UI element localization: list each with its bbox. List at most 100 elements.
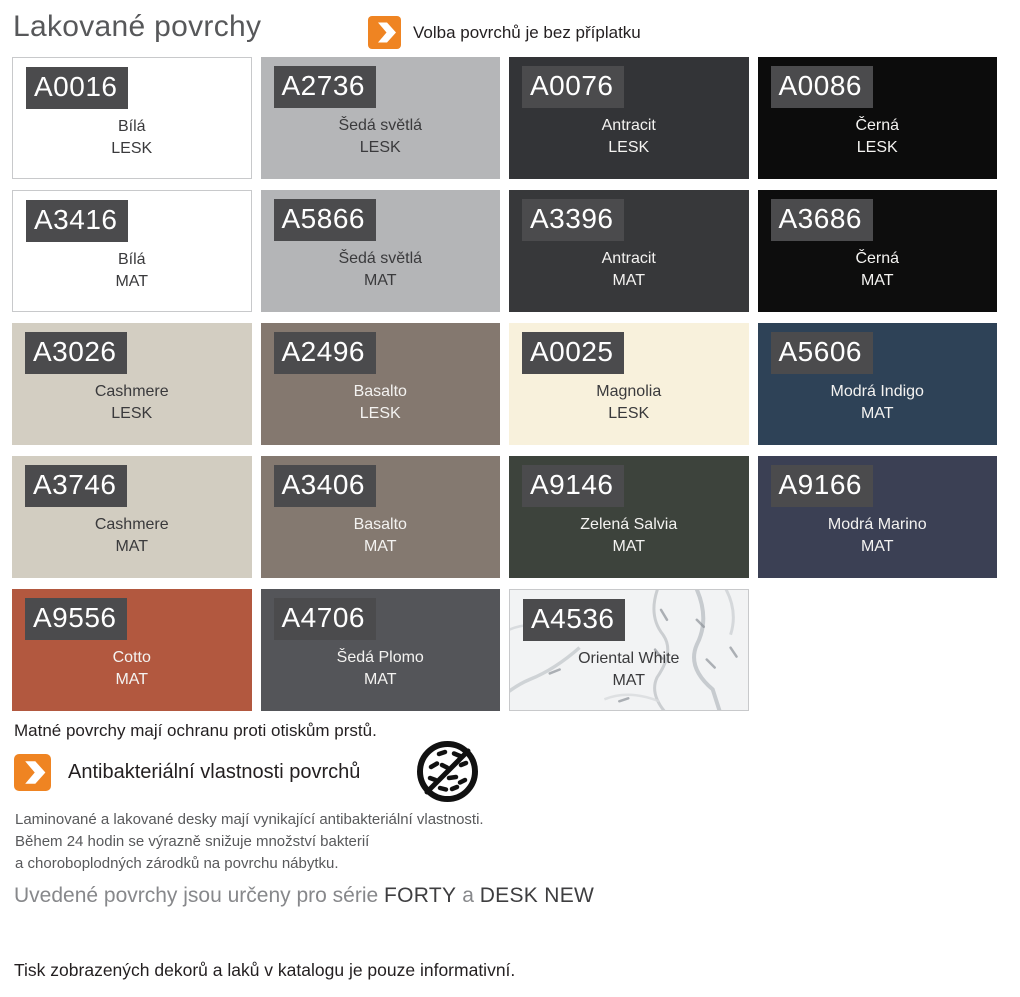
- swatch-name: Černá: [855, 117, 900, 134]
- swatch-code: A0086: [770, 66, 873, 108]
- swatch-name: Basalto: [353, 516, 407, 533]
- swatch-A9556: A9556 Cotto MAT: [12, 589, 252, 711]
- swatch-code: A2496: [273, 332, 376, 374]
- fingerprint-note: Matné povrchy mají ochranu proti otiskům…: [14, 721, 377, 740]
- swatch-labels: Šedá Plomo MAT: [261, 647, 501, 691]
- swatch-code: A0076: [522, 66, 625, 108]
- swatch-name: Šedá světlá: [338, 117, 423, 134]
- swatch-code: A2736: [273, 66, 376, 108]
- series-note: Uvedené povrchy jsou určeny pro série FO…: [14, 884, 594, 908]
- series-name-forty: FORTY: [384, 884, 457, 907]
- antibacterial-line: Během 24 hodin se výrazně snižuje množst…: [15, 833, 370, 850]
- swatch-name: Magnolia: [596, 383, 662, 400]
- swatch-code: A3686: [770, 199, 873, 241]
- swatch-finish: LESK: [608, 139, 650, 156]
- series-conjunction: a: [462, 884, 474, 907]
- swatch-labels: Basalto MAT: [261, 514, 501, 558]
- swatch-name: Modrá Marino: [827, 516, 927, 533]
- swatch-labels: Černá MAT: [758, 248, 998, 292]
- surcharge-note-text: Volba povrchů je bez příplatku: [413, 22, 641, 42]
- antibacterial-heading: Antibakteriální vlastnosti povrchů: [68, 761, 361, 783]
- swatch-name: Zelená Salvia: [580, 516, 678, 533]
- swatch-grid: A0016 Bílá LESK A2736 Šedá světlá LESK A0076 An…: [12, 57, 997, 711]
- swatch-code: A9556: [25, 598, 128, 640]
- swatch-labels: Cotto MAT: [12, 647, 252, 691]
- swatch-name: Modrá Indigo: [830, 383, 924, 400]
- swatch-finish: MAT: [363, 538, 397, 555]
- chevron-right-icon: [14, 754, 51, 791]
- swatch-A0016: A0016 Bílá LESK: [12, 57, 252, 179]
- swatch-A0025: A0025 Magnolia LESK: [509, 323, 749, 445]
- swatch-labels: Šedá světlá LESK: [261, 115, 501, 159]
- swatch-finish: LESK: [856, 139, 898, 156]
- swatch-A3026: A3026 Cashmere LESK: [12, 323, 252, 445]
- swatch-code: A5606: [770, 332, 873, 374]
- swatch-A0076: A0076 Antracit LESK: [509, 57, 749, 179]
- antibacterial-paragraph: Laminované a lakované desky mají vynikaj…: [15, 809, 484, 875]
- swatch-name: Basalto: [353, 383, 407, 400]
- swatch-finish: MAT: [860, 405, 894, 422]
- swatch-A0086: A0086 Černá LESK: [757, 57, 998, 179]
- swatch-A4536: A4536 Oriental White MAT: [509, 589, 749, 711]
- swatch-finish: MAT: [860, 538, 894, 555]
- swatch-A2496: A2496 Basalto LESK: [260, 323, 500, 445]
- swatch-labels: Modrá Marino MAT: [758, 514, 998, 558]
- swatch-name: Antracit: [601, 250, 656, 267]
- swatch-name: Cashmere: [94, 383, 169, 400]
- swatch-A3746: A3746 Cashmere MAT: [12, 456, 252, 578]
- swatch-A3686: A3686 Černá MAT: [757, 190, 998, 312]
- chevron-right-icon: [368, 16, 401, 49]
- swatch-code: A0016: [26, 67, 129, 109]
- swatch-name: Oriental White: [578, 650, 680, 667]
- swatch-code: A9166: [770, 465, 873, 507]
- swatch-finish: MAT: [612, 672, 646, 689]
- swatch-A3406: A3406 Basalto MAT: [260, 456, 501, 578]
- swatch-labels: Bílá MAT: [13, 249, 251, 293]
- swatch-name: Šedá světlá: [338, 250, 423, 267]
- swatch-finish: MAT: [612, 538, 646, 555]
- swatch-code: A9146: [522, 465, 625, 507]
- series-name-desk-new: DESK NEW: [479, 884, 595, 907]
- swatch-finish: MAT: [612, 272, 646, 289]
- swatch-A9146: A9146 Zelená Salvia MAT: [509, 456, 749, 578]
- surcharge-note: Volba povrchů je bez příplatku: [368, 16, 641, 49]
- footer-note: Tisk zobrazených dekorů a laků v katalog…: [14, 960, 516, 980]
- swatch-code: A4706: [273, 598, 376, 640]
- swatch-code: A3406: [273, 465, 376, 507]
- swatch-labels: Antracit MAT: [509, 248, 749, 292]
- swatch-labels: Černá LESK: [758, 115, 998, 159]
- swatch-finish: MAT: [115, 538, 149, 555]
- swatch-labels: Cashmere LESK: [12, 381, 252, 425]
- swatch-name: Černá: [855, 250, 900, 267]
- swatch-A2736: A2736 Šedá světlá LESK: [260, 57, 501, 179]
- page-title: Lakované povrchy: [13, 10, 262, 43]
- swatch-labels: Antracit LESK: [509, 115, 749, 159]
- swatch-labels: Bílá LESK: [13, 116, 251, 160]
- swatch-A3396: A3396 Antracit MAT: [509, 190, 749, 312]
- swatch-finish: LESK: [111, 405, 153, 422]
- swatch-code: A3746: [25, 465, 128, 507]
- antibacterial-line: Laminované a lakované desky mají vynikaj…: [15, 811, 484, 828]
- swatch-code: A4536: [523, 599, 626, 641]
- swatch-A5866: A5866 Šedá světlá MAT: [260, 190, 501, 312]
- antibacterial-heading-row: Antibakteriální vlastnosti povrchů: [14, 754, 360, 791]
- no-bacteria-icon: [416, 740, 479, 808]
- swatch-finish: LESK: [359, 405, 401, 422]
- series-prefix: Uvedené povrchy jsou určeny pro série: [14, 884, 379, 907]
- swatch-labels: Cashmere MAT: [12, 514, 252, 558]
- swatch-finish: MAT: [860, 272, 894, 289]
- swatch-A4706: A4706 Šedá Plomo MAT: [260, 589, 501, 711]
- swatch-labels: Oriental White MAT: [510, 648, 748, 692]
- swatch-finish: LESK: [608, 405, 650, 422]
- swatch-name: Antracit: [601, 117, 656, 134]
- swatch-name: Bílá: [117, 251, 146, 268]
- swatch-code: A5866: [273, 199, 376, 241]
- swatch-code: A3416: [26, 200, 129, 242]
- swatch-name: Cotto: [112, 649, 151, 666]
- swatch-finish: MAT: [363, 272, 397, 289]
- swatch-finish: MAT: [115, 671, 149, 688]
- swatch-A5606: A5606 Modrá Indigo MAT: [757, 323, 997, 445]
- swatch-code: A0025: [522, 332, 625, 374]
- swatch-name: Cashmere: [94, 516, 169, 533]
- swatch-labels: Šedá světlá MAT: [261, 248, 501, 292]
